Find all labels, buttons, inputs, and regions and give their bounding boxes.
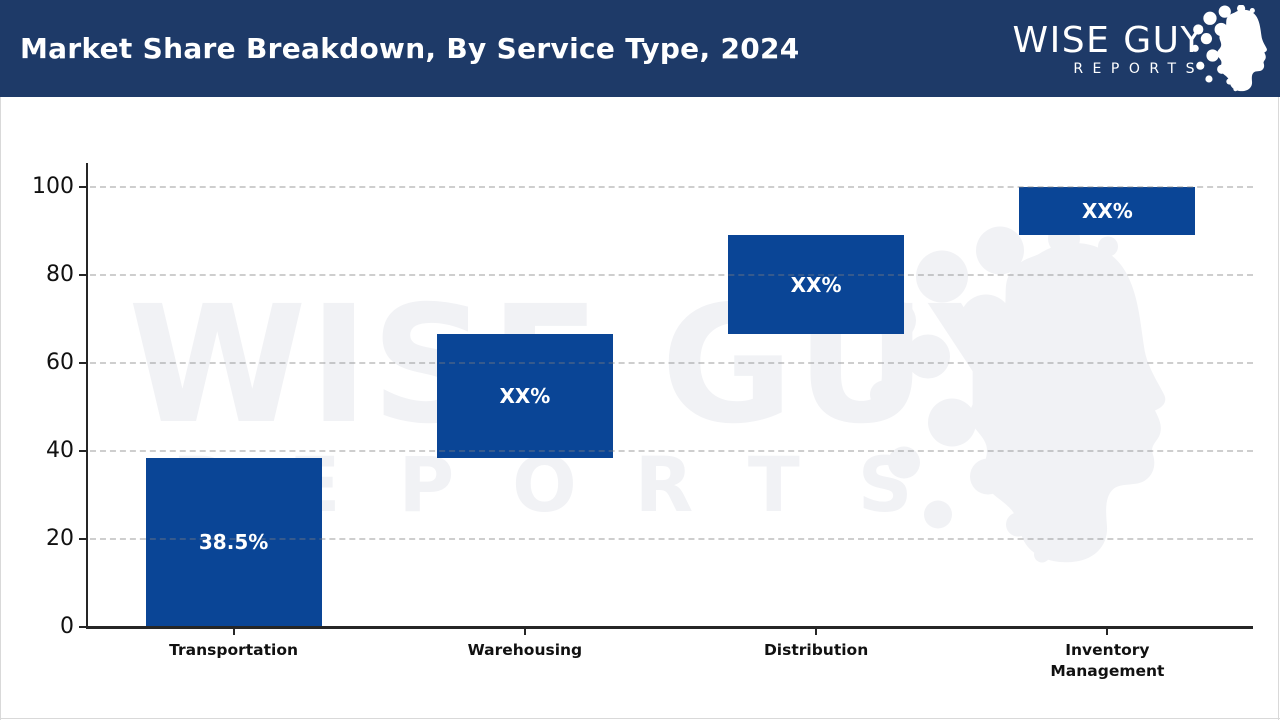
waterfall-bar bbox=[436, 334, 613, 458]
y-tick bbox=[79, 186, 88, 188]
gridline bbox=[90, 186, 1253, 188]
y-tick bbox=[79, 538, 88, 540]
bar-value-label: XX% bbox=[1081, 199, 1133, 224]
page-border-right bbox=[1278, 97, 1279, 720]
waterfall-bar bbox=[1019, 187, 1196, 236]
page-border-bottom bbox=[0, 718, 1280, 719]
y-tick-label: 100 bbox=[32, 174, 74, 199]
page-title: Market Share Breakdown, By Service Type,… bbox=[20, 32, 800, 65]
x-category-label: Inventory Management bbox=[1050, 641, 1165, 680]
waterfall-bar bbox=[728, 235, 905, 335]
gridline bbox=[90, 450, 1253, 452]
x-tick bbox=[232, 627, 235, 635]
bar-value-label: 38.5% bbox=[198, 530, 269, 555]
x-category-label: Transportation bbox=[169, 641, 299, 659]
y-tick-label: 20 bbox=[46, 526, 74, 551]
y-tick bbox=[79, 626, 88, 628]
x-tick bbox=[815, 627, 818, 635]
y-tick-label: 40 bbox=[46, 438, 74, 463]
header-bar: Market Share Breakdown, By Service Type,… bbox=[0, 0, 1280, 97]
gridline bbox=[90, 274, 1253, 276]
brand-logo: WISE GUY REPORTS bbox=[1013, 3, 1271, 95]
waterfall-bar bbox=[145, 457, 322, 627]
y-tick-label: 0 bbox=[60, 614, 74, 639]
gridline bbox=[90, 362, 1253, 364]
brand-face-icon bbox=[1190, 4, 1270, 93]
y-tick-label: 80 bbox=[46, 262, 74, 287]
y-tick-label: 60 bbox=[46, 350, 74, 375]
gridline bbox=[90, 538, 1253, 540]
y-tick bbox=[79, 450, 88, 452]
bar-value-label: XX% bbox=[790, 272, 842, 297]
brand-name: WISE GUY bbox=[1012, 19, 1204, 61]
page-border-left bbox=[0, 97, 1, 720]
brand-logo-text: WISE GUY REPORTS bbox=[1012, 19, 1205, 77]
brand-subname: REPORTS bbox=[1073, 60, 1204, 77]
x-tick bbox=[523, 627, 526, 635]
x-category-label: Warehousing bbox=[467, 641, 583, 659]
x-category-label: Distribution bbox=[763, 641, 869, 659]
x-tick bbox=[1106, 627, 1109, 635]
y-axis-line bbox=[86, 163, 88, 629]
bar-value-label: XX% bbox=[499, 384, 551, 408]
x-axis-line bbox=[86, 626, 1253, 629]
y-tick bbox=[79, 274, 88, 276]
y-tick bbox=[79, 362, 88, 364]
